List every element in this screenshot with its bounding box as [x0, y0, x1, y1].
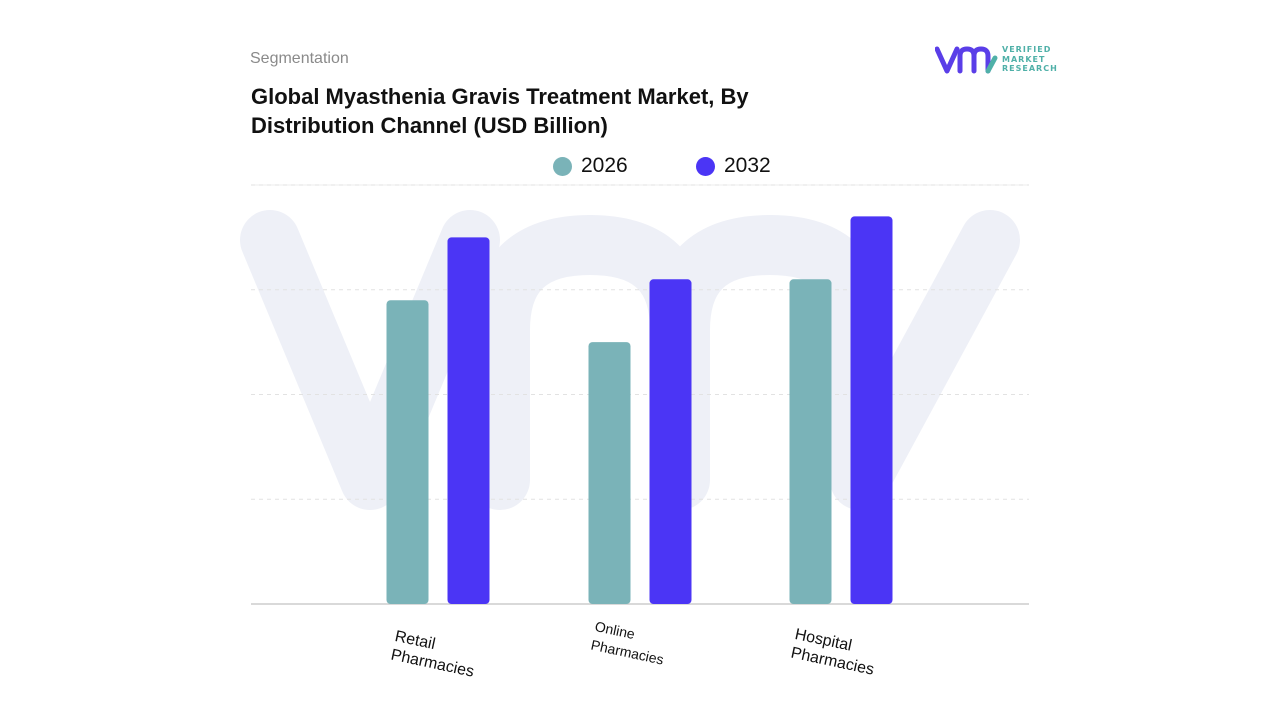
legend-swatch-2032: [696, 156, 715, 176]
logo-line-verified: VERIFIED: [1002, 45, 1052, 54]
watermark-logo-icon: [240, 210, 1020, 510]
legend-label-2026: 2026: [581, 154, 628, 177]
bar-2026-1: [588, 342, 631, 604]
bar-2032-1: [649, 279, 692, 604]
logo-wordmark: VERIFIED MARKET RESEARCH: [1002, 45, 1058, 74]
legend-item-2032: 2032: [696, 154, 771, 178]
logo-line-research: RESEARCH: [1002, 64, 1058, 73]
chart-title: Global Myasthenia Gravis Treatment Marke…: [251, 84, 749, 138]
bar-2032-2: [850, 216, 893, 605]
legend-swatch-2026: [553, 156, 572, 176]
vmr-logo-icon: [935, 46, 998, 74]
legend-label-2032: 2032: [724, 154, 771, 177]
bar-2032-0: [447, 237, 490, 604]
bar-2026-0: [386, 300, 429, 604]
segment-label: Segmentation: [250, 50, 349, 67]
logo-line-market: MARKET: [1002, 54, 1046, 64]
chart-legend: 2026 2032: [0, 154, 1280, 184]
legend-item-2026: 2026: [553, 154, 628, 178]
bar-2026-2: [789, 279, 832, 604]
